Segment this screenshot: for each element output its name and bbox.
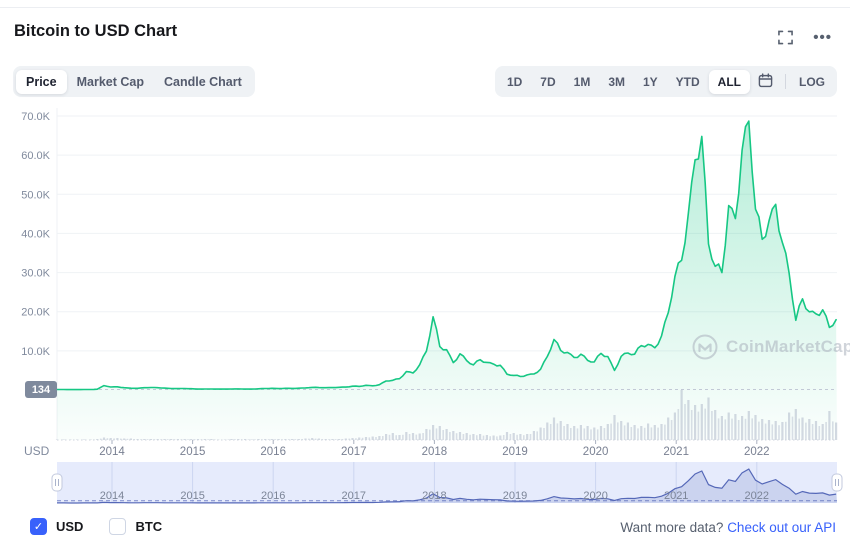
checked-checkbox-icon[interactable]: ✓ (30, 518, 47, 535)
minimap-year-label: 2021 (664, 490, 688, 502)
minimap-year-label: 2014 (100, 490, 124, 502)
range-3m-button[interactable]: 3M (599, 70, 634, 94)
brush-handle-left[interactable] (51, 473, 63, 492)
toggle-label: BTC (135, 519, 163, 534)
x-axis-tick-label: 2019 (502, 446, 528, 458)
y-axis-tick-label: 40.0K (21, 228, 50, 240)
header-actions: ••• (776, 28, 834, 47)
price-line (56, 120, 837, 391)
range-all-button[interactable]: ALL (708, 69, 750, 94)
minimap-year-label: 2016 (261, 490, 285, 502)
y-axis-tick-label: 30.0K (21, 268, 50, 280)
api-link[interactable]: Check out our API (727, 520, 836, 535)
toggle-usd[interactable]: ✓ USD (30, 518, 83, 535)
ellipsis-icon: ••• (813, 28, 832, 46)
range-1m-button[interactable]: 1M (565, 70, 600, 94)
watermark-text: CoinMarketCap (726, 337, 850, 356)
minimap-year-label: 2017 (342, 490, 366, 502)
x-axis-tick-label: 2021 (663, 446, 689, 458)
api-prompt-text: Want more data? (620, 520, 724, 535)
minimap-area-fill (57, 469, 837, 503)
fullscreen-button[interactable] (776, 28, 795, 47)
minimap-year-label: 2015 (180, 490, 204, 502)
minimap-price-line (57, 468, 837, 504)
calendar-button[interactable] (750, 69, 781, 95)
page-title: Bitcoin to USD Chart (14, 22, 178, 40)
range-1d-button[interactable]: 1D (498, 70, 531, 94)
brush-handle-right[interactable] (831, 473, 843, 492)
x-axis-tick-label: 2020 (583, 446, 609, 458)
tab-candle-chart[interactable]: Candle Chart (154, 70, 252, 94)
chart-type-tabs: Price Market Cap Candle Chart (13, 66, 255, 97)
minimap-year-label: 2020 (583, 490, 607, 502)
tab-price[interactable]: Price (16, 69, 67, 94)
x-axis-tick-label: 2017 (341, 446, 367, 458)
coinmarketcap-watermark: CoinMarketCap (692, 334, 850, 360)
top-divider (0, 7, 850, 8)
y-axis-currency-label: USD (24, 444, 50, 458)
fullscreen-icon (778, 30, 794, 45)
x-axis-tick-label: 2022 (744, 446, 770, 458)
minimap-year-label: 2022 (745, 490, 769, 502)
range-7d-button[interactable]: 7D (531, 70, 564, 94)
y-axis-tick-label: 60.0K (21, 150, 50, 162)
price-area-fill (57, 121, 837, 440)
calendar-icon (758, 72, 773, 87)
footer-bar: ✓ USD BTC Want more data? Check out our AP… (0, 514, 850, 544)
first-price-badge: 134 (25, 381, 57, 398)
x-axis-tick-label: 2014 (99, 446, 125, 458)
y-axis-tick-label: 10.0K (21, 346, 50, 358)
chart-toolbar: Price Market Cap Candle Chart 1D 7D 1M 3M 1Y YT… (0, 66, 850, 97)
minimap-brush[interactable]: 2014 2015 2016 2017 2018 2019 2020 2021 2022 (51, 462, 843, 504)
toolbar-divider (785, 74, 786, 89)
y-axis-tick-label: 70.0K (21, 111, 50, 123)
x-axis-tick-label: 2015 (180, 446, 206, 458)
volume-bars (55, 390, 838, 440)
minimap-year-label: 2019 (503, 490, 527, 502)
minimap-year-label: 2018 (422, 490, 446, 502)
y-axis-tick-label: 50.0K (21, 189, 50, 201)
log-scale-button[interactable]: LOG (790, 70, 834, 94)
api-promo: Want more data? Check out our API (620, 520, 836, 535)
range-controls: 1D 7D 1M 3M 1Y YTD ALL LOG (494, 66, 837, 97)
x-axis-tick-label: 2016 (260, 446, 286, 458)
toggle-btc[interactable]: BTC (109, 518, 162, 535)
y-axis-tick-label: 20.0K (21, 307, 50, 319)
unchecked-checkbox-icon[interactable] (109, 518, 127, 535)
tab-market-cap[interactable]: Market Cap (67, 70, 154, 94)
range-buttons: 1D 7D 1M 3M 1Y YTD ALL (498, 69, 750, 94)
x-axis: 2014 2015 2016 2017 2018 2019 2020 2021 2022 (57, 439, 837, 458)
x-axis-tick-label: 2018 (422, 446, 448, 458)
toggle-label: USD (56, 519, 84, 534)
range-1y-button[interactable]: 1Y (634, 70, 667, 94)
coinmarketcap-logo-icon (692, 334, 718, 360)
more-options-button[interactable]: ••• (811, 28, 834, 46)
range-ytd-button[interactable]: YTD (667, 70, 709, 94)
currency-toggles: ✓ USD BTC (30, 518, 162, 535)
